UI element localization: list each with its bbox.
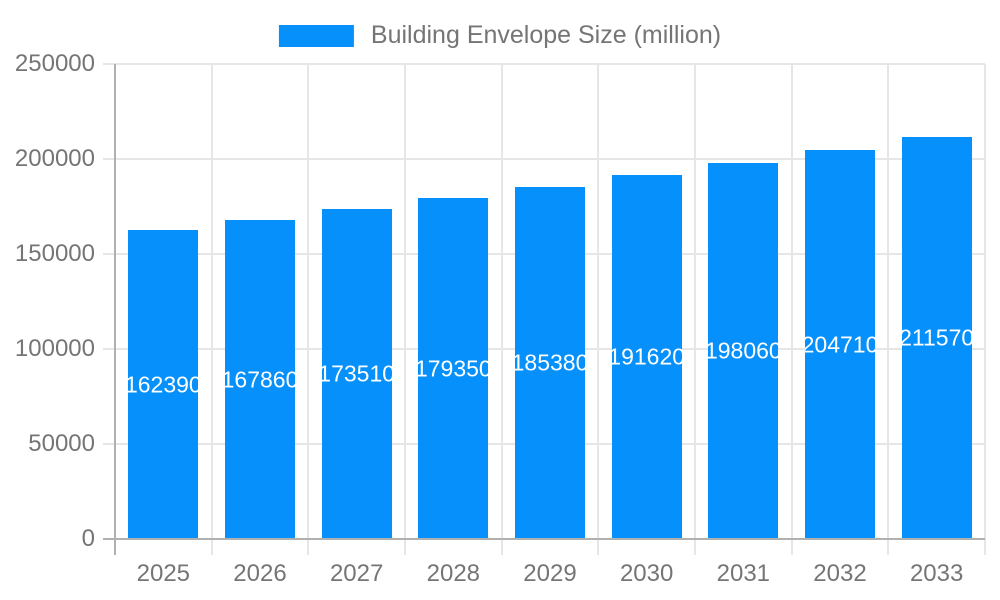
bar-value-label: 173510 <box>321 360 392 387</box>
x-axis-tick-label: 2026 <box>233 560 287 587</box>
bar[interactable]: 167860 <box>225 220 295 539</box>
bar[interactable]: 191620 <box>611 174 682 539</box>
bar[interactable]: 173510 <box>321 209 392 539</box>
bar[interactable]: 185380 <box>515 186 585 539</box>
x-axis-tick-label: 2031 <box>716 560 771 587</box>
x-axis-tick-label: 2025 <box>136 560 191 587</box>
bar[interactable]: 204710 <box>805 150 875 539</box>
bar-value-label: 191620 <box>611 343 682 370</box>
y-axis-tick-label: 150000 <box>14 240 95 267</box>
x-axis-tick-label: 2029 <box>523 560 577 587</box>
bar[interactable]: 179350 <box>418 198 489 539</box>
x-axis-tick-label: 2032 <box>813 560 867 587</box>
bar-value-label: 211570 <box>901 324 972 351</box>
chart-legend: Building Envelope Size (million) <box>278 21 722 50</box>
bar-value-label: 204710 <box>805 331 875 358</box>
v-gridline <box>790 64 793 555</box>
bar-value-label: 198060 <box>708 337 779 364</box>
y-axis-tick-label: 250000 <box>14 50 95 77</box>
bar-value-label: 162390 <box>128 371 199 398</box>
v-gridline <box>114 64 116 555</box>
y-gridline <box>103 158 985 160</box>
x-axis-tick-label: 2027 <box>329 560 384 587</box>
x-axis-baseline <box>103 538 985 540</box>
x-axis-tick-label: 2030 <box>619 560 674 587</box>
x-axis-tick-label: 2033 <box>909 560 964 587</box>
bar-value-label: 185380 <box>515 349 585 376</box>
y-axis-tick-label: 100000 <box>14 335 95 362</box>
y-axis-tick-label: 50000 <box>28 430 95 457</box>
y-axis-tick-label: 200000 <box>14 145 95 172</box>
v-gridline <box>597 64 600 555</box>
bar-value-label: 179350 <box>418 355 489 382</box>
v-gridline <box>210 64 213 555</box>
v-gridline <box>984 64 986 555</box>
legend-swatch <box>278 24 354 47</box>
v-gridline <box>307 64 310 555</box>
v-gridline <box>694 64 696 555</box>
bar[interactable]: 198060 <box>708 162 779 539</box>
v-gridline <box>404 64 406 555</box>
bar-value-label: 167860 <box>225 366 295 393</box>
y-gridline <box>103 63 985 65</box>
x-axis-tick-label: 2028 <box>426 560 481 587</box>
v-gridline <box>887 64 890 555</box>
y-axis-tick-label: 0 <box>81 525 95 552</box>
legend-label: Building Envelope Size (million) <box>370 21 722 49</box>
bar[interactable]: 211570 <box>901 137 972 539</box>
v-gridline <box>500 64 503 555</box>
bar[interactable]: 162390 <box>128 230 199 539</box>
